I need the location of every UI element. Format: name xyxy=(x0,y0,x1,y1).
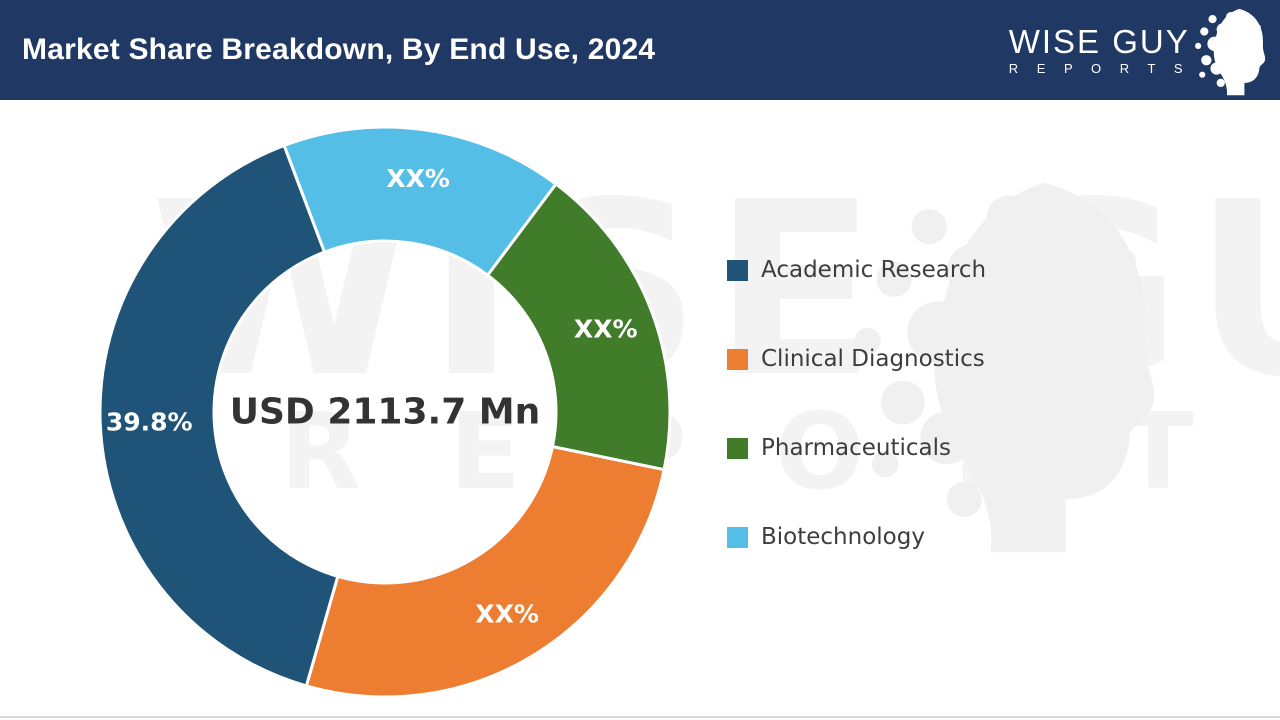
legend-swatch xyxy=(727,349,748,370)
donut-segment-biotechnology xyxy=(282,125,558,277)
legend-swatch xyxy=(727,260,748,281)
logo-wordmark: WISE GUY xyxy=(1008,23,1190,60)
donut-segment-label: XX% xyxy=(386,164,450,193)
chart-legend: Academic Research Clinical Diagnostics Pha… xyxy=(727,259,986,549)
legend-label: Pharmaceuticals xyxy=(761,435,951,461)
wiseguy-logo: WISE GUY R E P O R T S xyxy=(1009,0,1266,100)
footer-divider xyxy=(0,716,1280,718)
donut-segment-academic-research xyxy=(98,143,340,688)
legend-label: Biotechnology xyxy=(761,524,925,550)
logo-face-icon xyxy=(1195,8,1266,96)
header-bar: Market Share Breakdown, By End Use, 2024… xyxy=(0,0,1280,100)
donut-center-value: USD 2113.7 Mn xyxy=(229,391,541,433)
legend-swatch xyxy=(727,527,748,548)
legend-item-clinical-diagnostics: Clinical Diagnostics xyxy=(727,348,986,371)
legend-label: Clinical Diagnostics xyxy=(761,346,985,372)
logo-subtext: R E P O R T S xyxy=(1008,61,1190,76)
legend-label: Academic Research xyxy=(761,257,987,283)
legend-swatch xyxy=(727,438,748,459)
logo-text: WISE GUY R E P O R T S xyxy=(1009,25,1190,75)
page-title: Market Share Breakdown, By End Use, 2024 xyxy=(22,33,656,66)
donut-segment-label: XX% xyxy=(574,314,638,343)
legend-item-academic-research: Academic Research xyxy=(727,259,986,282)
donut-segment-clinical-diagnostics xyxy=(304,445,666,699)
legend-item-pharmaceuticals: Pharmaceuticals xyxy=(727,437,986,460)
donut-segment-label: 39.8% xyxy=(106,407,193,436)
legend-item-biotechnology: Biotechnology xyxy=(727,526,986,549)
donut-segment-pharmaceuticals xyxy=(486,182,672,472)
donut-segment-label: XX% xyxy=(475,600,539,629)
